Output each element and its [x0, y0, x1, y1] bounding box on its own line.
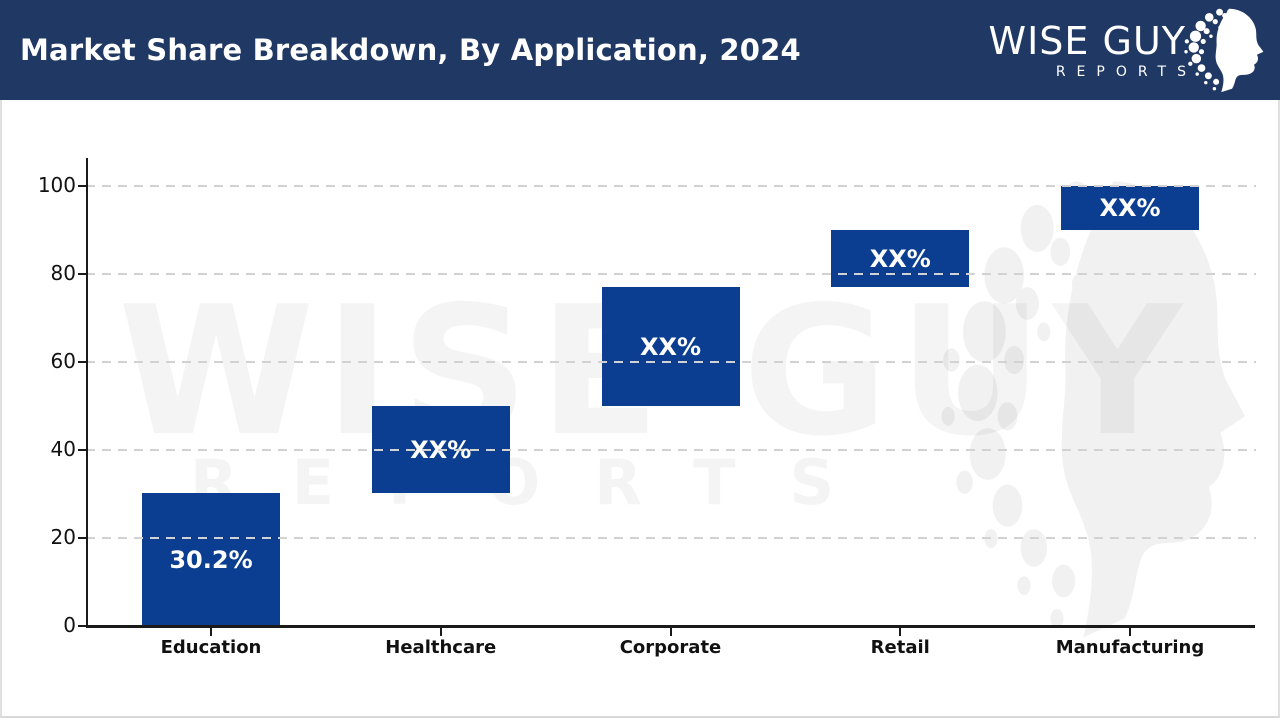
bar-value-label: XX% [1099, 194, 1161, 222]
bar-value-label: XX% [639, 332, 702, 361]
gridline-40 [86, 449, 1256, 451]
page-border-bottom [0, 716, 1280, 718]
header-bar: Market Share Breakdown, By Application, … [0, 0, 1280, 100]
bar-manufacturing: XX% [1061, 186, 1199, 230]
y-tick-label: 100 [37, 173, 76, 197]
y-tick-label: 0 [63, 613, 76, 637]
x-tick-corporate [669, 628, 672, 636]
page-border-right [1278, 100, 1280, 718]
gridline-100 [86, 185, 1256, 187]
x-category-label: Healthcare [385, 637, 497, 658]
y-tick-20 [78, 537, 86, 539]
watermark-text-line2: REPORTS [190, 446, 888, 519]
logo-line2: REPORTS [1055, 63, 1197, 80]
logo-line1: WISE GUY [988, 18, 1186, 63]
x-tick-retail [899, 628, 902, 636]
y-tick-label: 60 [50, 349, 76, 373]
gridline-60 [86, 361, 1256, 363]
bar-education: 30.2% [142, 493, 280, 626]
bar-corporate: XX% [601, 287, 740, 406]
page-border-left [0, 100, 2, 718]
x-tick-healthcare [439, 628, 442, 636]
y-axis-line [86, 158, 88, 628]
x-category-label: Corporate [619, 637, 722, 658]
watermark-head-icon [941, 181, 1246, 638]
y-tick-40 [78, 449, 86, 451]
x-tick-manufacturing [1129, 628, 1131, 636]
x-category-label: Manufacturing [1055, 637, 1205, 658]
logo-text: WISE GUY REPORTS [989, 22, 1186, 79]
y-tick-0 [78, 625, 86, 627]
gridline-20 [86, 537, 1256, 539]
bar-value-label: XX% [869, 244, 931, 273]
y-tick-label: 20 [50, 525, 76, 549]
page-title: Market Share Breakdown, By Application, … [20, 33, 801, 67]
gridline-80 [86, 273, 1256, 275]
wiseguy-logo: WISE GUY REPORTS [989, 7, 1266, 93]
x-axis-line [86, 625, 1255, 628]
bar-value-label: 30.2% [169, 545, 253, 574]
head-profile-dots-icon [1184, 8, 1264, 93]
x-category-label: Education [160, 637, 262, 658]
y-tick-label: 80 [50, 261, 76, 285]
y-tick-80 [78, 273, 86, 275]
x-category-label: Retail [870, 637, 930, 658]
x-tick-education [210, 628, 212, 636]
y-tick-60 [78, 361, 86, 363]
y-tick-100 [78, 185, 86, 187]
bar-retail: XX% [831, 230, 970, 288]
y-tick-label: 40 [50, 437, 76, 461]
